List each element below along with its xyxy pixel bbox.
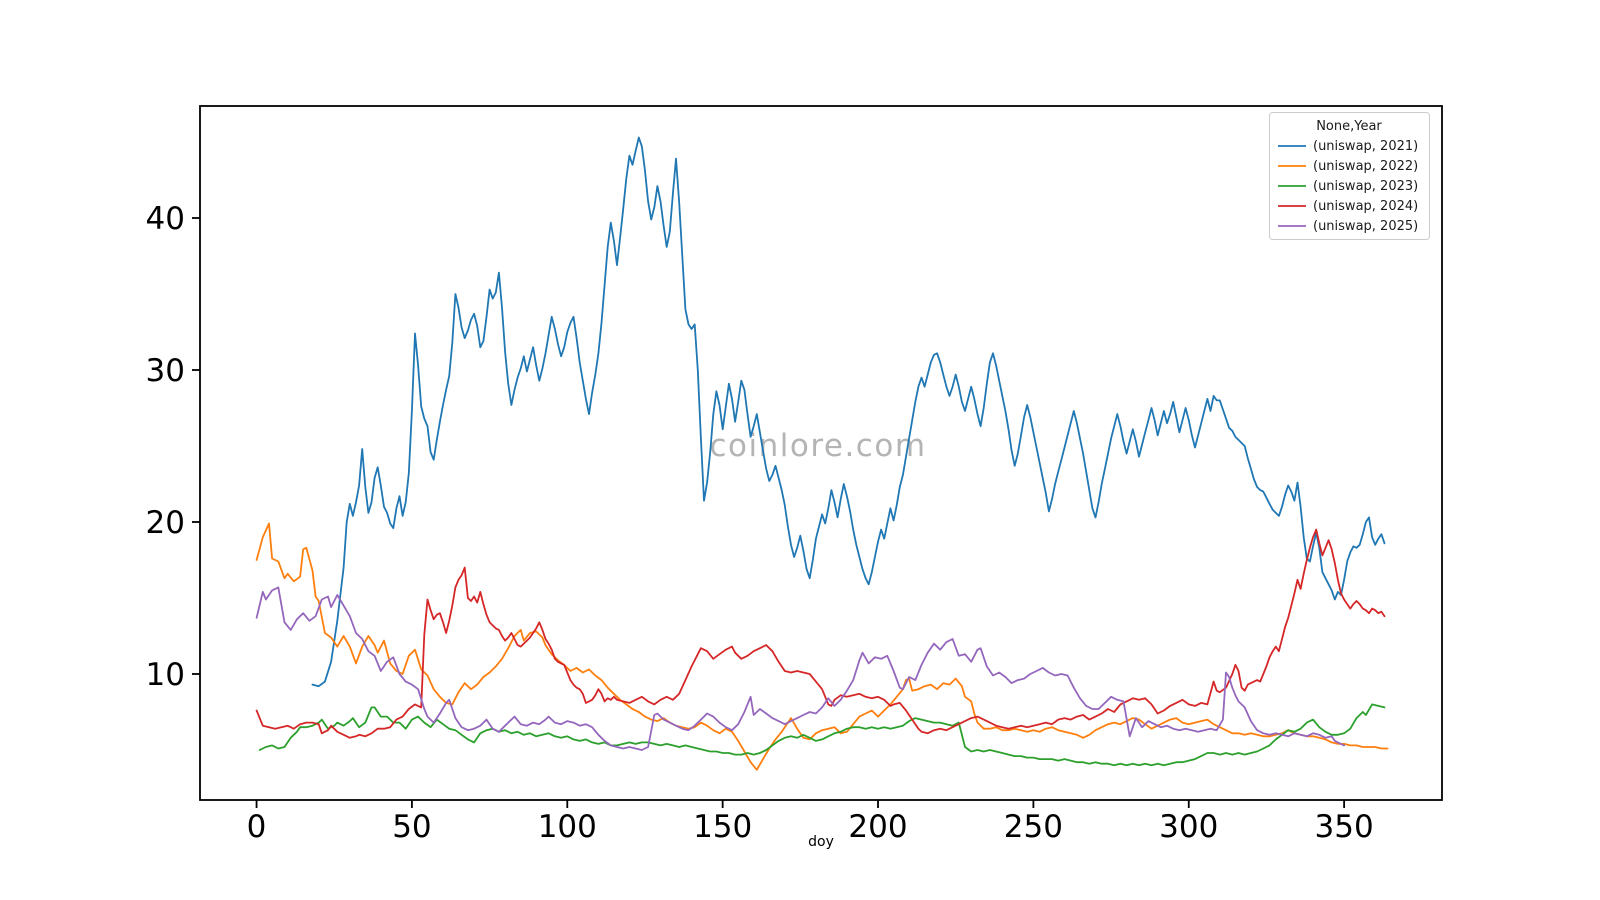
x-tick-label-250: 250 — [1004, 809, 1063, 845]
legend-label-2025: (uniswap, 2025) — [1313, 219, 1418, 234]
legend-label-2024: (uniswap, 2024) — [1313, 199, 1418, 214]
x-axis-label: doy — [808, 834, 834, 850]
y-tick-label-20: 20 — [146, 505, 185, 541]
y-tick-label-10: 10 — [146, 657, 185, 693]
y-tick-label-40: 40 — [146, 201, 185, 237]
legend-label-2021: (uniswap, 2021) — [1313, 139, 1418, 154]
series-line-2024 — [255, 528, 1386, 739]
series-line-2022 — [255, 522, 1389, 771]
x-tick-label-150: 150 — [693, 809, 752, 845]
x-axis-ticks: 0 50 100 150 200 250 300 350 — [247, 800, 1374, 845]
x-tick-label-350: 350 — [1315, 809, 1374, 845]
x-tick-label-50: 50 — [392, 809, 431, 845]
x-tick-label-0: 0 — [247, 809, 267, 845]
watermark: coinlore.com — [709, 428, 926, 464]
y-axis-ticks: 10 20 30 40 — [146, 201, 200, 693]
legend-title: None,Year — [1316, 119, 1382, 134]
legend-label-2023: (uniswap, 2023) — [1313, 179, 1418, 194]
x-tick-label-200: 200 — [848, 809, 907, 845]
y-tick-label-30: 30 — [146, 353, 185, 389]
x-tick-label-300: 300 — [1159, 809, 1218, 845]
legend-label-2022: (uniswap, 2022) — [1313, 159, 1418, 174]
legend-box — [1269, 112, 1430, 240]
plot-lines — [255, 136, 1389, 771]
series-line-2021 — [311, 136, 1386, 688]
legend: None,Year (uniswap, 2021) (uniswap, 2022)… — [1269, 112, 1430, 240]
plot-border — [199, 105, 1443, 801]
x-tick-label-100: 100 — [538, 809, 597, 845]
series-line-2025 — [255, 586, 1345, 751]
legend-entries: (uniswap, 2021) (uniswap, 2022) (uniswap, … — [1278, 139, 1418, 234]
